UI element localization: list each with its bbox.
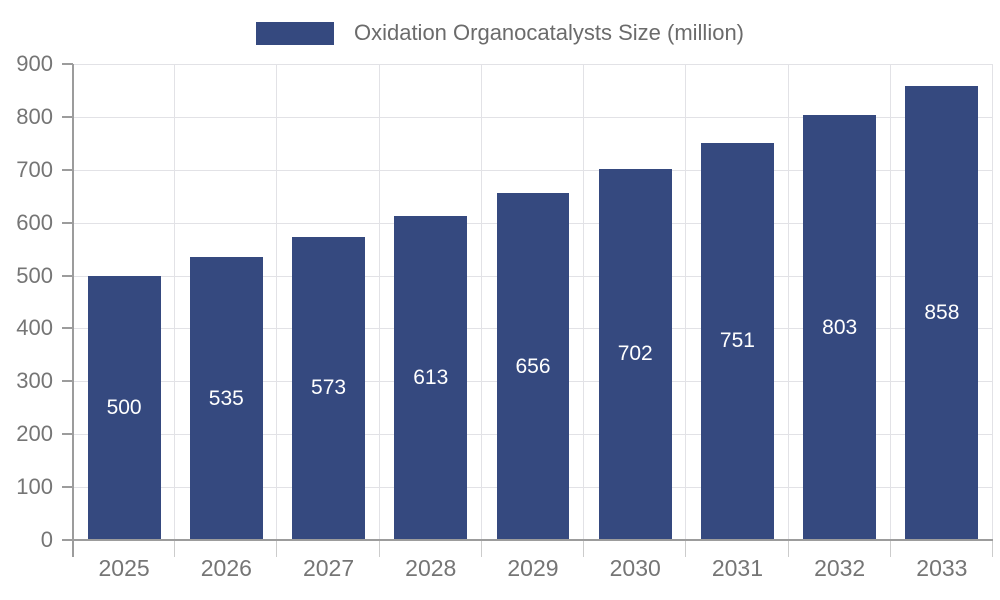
y-axis-label: 300 bbox=[16, 368, 53, 394]
bar: 656 bbox=[496, 193, 570, 540]
x-axis-label: 2028 bbox=[405, 555, 457, 581]
gridline-vertical bbox=[583, 64, 585, 540]
gridline-vertical bbox=[378, 64, 380, 540]
y-axis-tick bbox=[62, 168, 73, 171]
y-axis-tick bbox=[62, 327, 73, 330]
gridline-vertical bbox=[276, 64, 278, 540]
y-axis-label: 200 bbox=[16, 421, 53, 447]
x-axis-tick bbox=[992, 540, 993, 557]
bar: 751 bbox=[700, 142, 774, 540]
y-axis-label: 900 bbox=[16, 51, 53, 76]
gridline-vertical bbox=[787, 64, 789, 540]
x-axis-label: 2031 bbox=[711, 555, 764, 581]
legend-label: Oxidation Organocatalysts Size (million) bbox=[353, 20, 745, 45]
bar: 535 bbox=[189, 257, 263, 540]
y-axis-label: 400 bbox=[16, 315, 53, 341]
gridline-horizontal bbox=[73, 64, 993, 65]
gridline-vertical bbox=[174, 64, 176, 540]
legend-swatch bbox=[255, 21, 334, 45]
gridline-vertical bbox=[685, 64, 687, 540]
bar: 500 bbox=[87, 275, 161, 540]
y-axis-label: 0 bbox=[40, 527, 53, 552]
x-axis-label: 2032 bbox=[814, 555, 866, 581]
x-axis-tick bbox=[378, 540, 380, 557]
x-axis-label: 2027 bbox=[302, 555, 355, 581]
x-axis-tick bbox=[787, 540, 789, 557]
x-axis-line bbox=[73, 539, 993, 541]
y-axis-tick bbox=[62, 115, 73, 118]
bar: 803 bbox=[803, 115, 877, 540]
x-axis-tick bbox=[889, 540, 891, 557]
y-axis-label: 800 bbox=[16, 103, 53, 129]
bar: 573 bbox=[292, 236, 366, 540]
y-axis-tick bbox=[62, 63, 73, 65]
y-axis-tick bbox=[62, 486, 73, 489]
y-axis-label: 700 bbox=[16, 156, 53, 182]
gridline-vertical bbox=[992, 64, 993, 540]
y-axis-tick bbox=[62, 221, 73, 224]
x-axis-tick bbox=[583, 540, 585, 557]
x-axis-tick bbox=[276, 540, 278, 557]
y-axis-label: 100 bbox=[16, 474, 53, 500]
gridline-horizontal bbox=[73, 116, 993, 118]
x-axis-label: 2026 bbox=[200, 555, 252, 581]
y-axis-line bbox=[72, 64, 74, 557]
bar: 702 bbox=[598, 168, 672, 540]
gridline-vertical bbox=[889, 64, 891, 540]
y-axis-tick bbox=[62, 274, 73, 277]
plot-area: 0 100 200 300 400 500 600 700 800 900 500 2025 535 20… bbox=[16, 52, 993, 581]
x-axis-label: 2029 bbox=[507, 555, 559, 581]
x-axis-label: 2025 bbox=[98, 555, 150, 581]
y-axis-label: 600 bbox=[16, 209, 53, 235]
y-axis-tick bbox=[62, 539, 73, 541]
x-axis-label: 2033 bbox=[916, 555, 968, 581]
x-axis-tick bbox=[174, 540, 176, 557]
legend[interactable]: Oxidation Organocatalysts Size (million) bbox=[0, 20, 1000, 46]
x-axis-label: 2030 bbox=[609, 555, 661, 581]
bar: 858 bbox=[905, 86, 979, 540]
y-axis-tick bbox=[62, 380, 73, 383]
x-axis-tick bbox=[685, 540, 687, 557]
x-axis-tick bbox=[480, 540, 482, 557]
y-axis-tick bbox=[62, 433, 73, 436]
bar: 613 bbox=[394, 215, 468, 540]
y-axis-label: 500 bbox=[16, 262, 53, 288]
gridline-vertical bbox=[480, 64, 482, 540]
gridline-horizontal bbox=[73, 169, 993, 171]
